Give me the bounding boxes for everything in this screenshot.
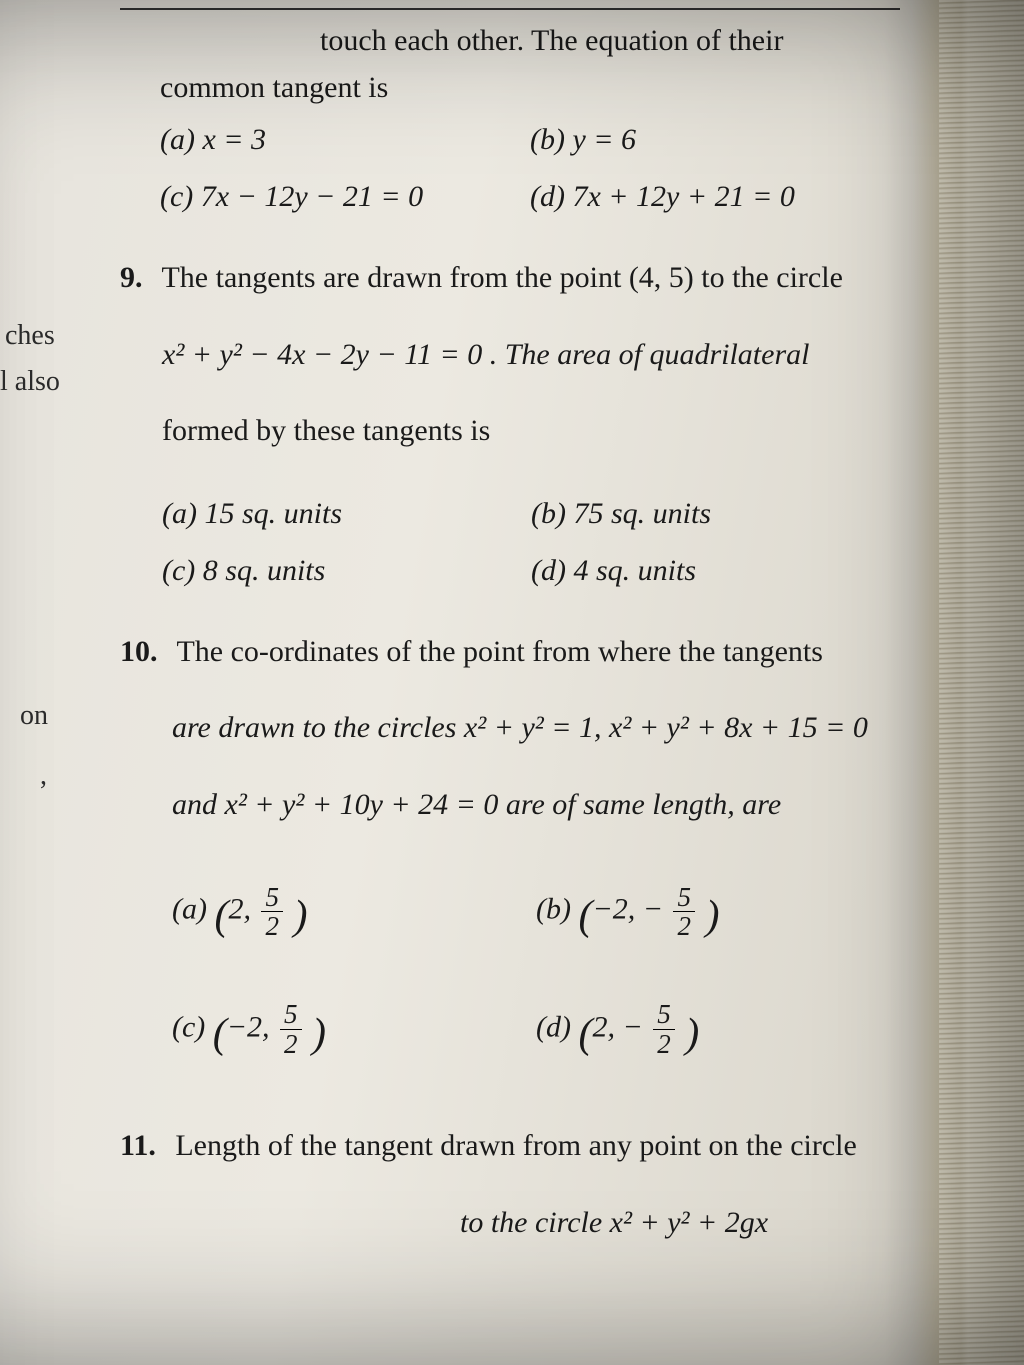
q10-a-label: (a) — [172, 893, 214, 926]
q10-a-coord: 2, — [228, 893, 251, 926]
q10-text-3: and x² + y² + 10y + 24 = 0 are of same l… — [120, 782, 900, 829]
q10-d-label: (d) — [536, 1010, 578, 1043]
q10-option-c: (c) (−2, 52 ) — [172, 976, 536, 1094]
margin-text-ches: ches — [5, 320, 55, 352]
q10-a-frac: 52 — [258, 883, 286, 941]
q10-text-1: The co-ordinates of the point from where… — [176, 635, 822, 668]
q9-options: (a) 15 sq. units (b) 75 sq. units (c) 8 … — [120, 485, 900, 599]
q9-block: 9. The tangents are drawn from the point… — [120, 255, 900, 599]
q8-options: (a) x = 3 (b) y = 6 (c) 7x − 12y − 21 = … — [120, 111, 900, 225]
q11-number: 11. — [120, 1129, 156, 1162]
q10-c-frac: 52 — [277, 1000, 305, 1058]
q9-line-1: 9. The tangents are drawn from the point… — [120, 255, 900, 302]
q10-b-coord: −2, − — [592, 893, 663, 926]
q10-option-a: (a) (2, 52 ) — [172, 858, 536, 976]
q10-b-label: (b) — [536, 893, 578, 926]
top-rule — [120, 8, 900, 10]
q10-line-1: 10. The co-ordinates of the point from w… — [120, 629, 900, 676]
q11-text-1: Length of the tangent drawn from any poi… — [175, 1129, 856, 1162]
margin-text-on: on — [20, 700, 48, 732]
q10-options: (a) (2, 52 ) (b) (−2, − 52 ) (c) (−2, 52… — [120, 858, 900, 1093]
q10-b-frac: 52 — [670, 883, 698, 941]
main-content: touch each other. The equation of their … — [120, 0, 900, 1276]
q9-option-c: (c) 8 sq. units — [162, 542, 531, 599]
margin-text-also: l also — [0, 366, 60, 398]
q10-option-d: (d) (2, − 52 ) — [536, 976, 900, 1094]
q11-block: 11. Length of the tangent drawn from any… — [120, 1123, 900, 1246]
left-margin: ches l also on , — [0, 0, 90, 1365]
page: ches l also on , touch each other. The e… — [0, 0, 1024, 1365]
q10-c-label: (c) — [172, 1010, 213, 1043]
q10-d-coord: 2, − — [592, 1010, 642, 1043]
q8-option-c: (c) 7x − 12y − 21 = 0 — [160, 168, 530, 225]
q10-number: 10. — [120, 635, 158, 668]
q10-option-b: (b) (−2, − 52 ) — [536, 858, 900, 976]
q11-text-2: to the circle x² + y² + 2gx — [120, 1200, 900, 1247]
q10-d-frac: 52 — [650, 1000, 678, 1058]
q8-option-b: (b) y = 6 — [530, 111, 900, 168]
page-stripes — [939, 0, 1024, 1365]
header-line-2: common tangent is — [120, 65, 900, 112]
q9-number: 9. — [120, 261, 143, 294]
header-line-1: touch each other. The equation of their — [120, 18, 900, 65]
q9-option-d: (d) 4 sq. units — [531, 542, 900, 599]
q9-text-2: x² + y² − 4x − 2y − 11 = 0 . The area of… — [120, 332, 900, 379]
q9-text-1: The tangents are drawn from the point (4… — [161, 261, 842, 294]
q9-option-b: (b) 75 sq. units — [531, 485, 900, 542]
q8-option-d: (d) 7x + 12y + 21 = 0 — [530, 168, 900, 225]
q8-option-a: (a) x = 3 — [160, 111, 530, 168]
q10-text-2: are drawn to the circles x² + y² = 1, x²… — [120, 705, 900, 752]
q9-option-a: (a) 15 sq. units — [162, 485, 531, 542]
q9-text-3: formed by these tangents is — [120, 408, 900, 455]
q10-block: 10. The co-ordinates of the point from w… — [120, 629, 900, 1094]
margin-text-comma: , — [40, 760, 47, 792]
q10-c-coord: −2, — [227, 1010, 270, 1043]
q11-line-1: 11. Length of the tangent drawn from any… — [120, 1123, 900, 1170]
q9-eqn: x² + y² − 4x − 2y − 11 = 0 . The area of… — [162, 338, 809, 371]
